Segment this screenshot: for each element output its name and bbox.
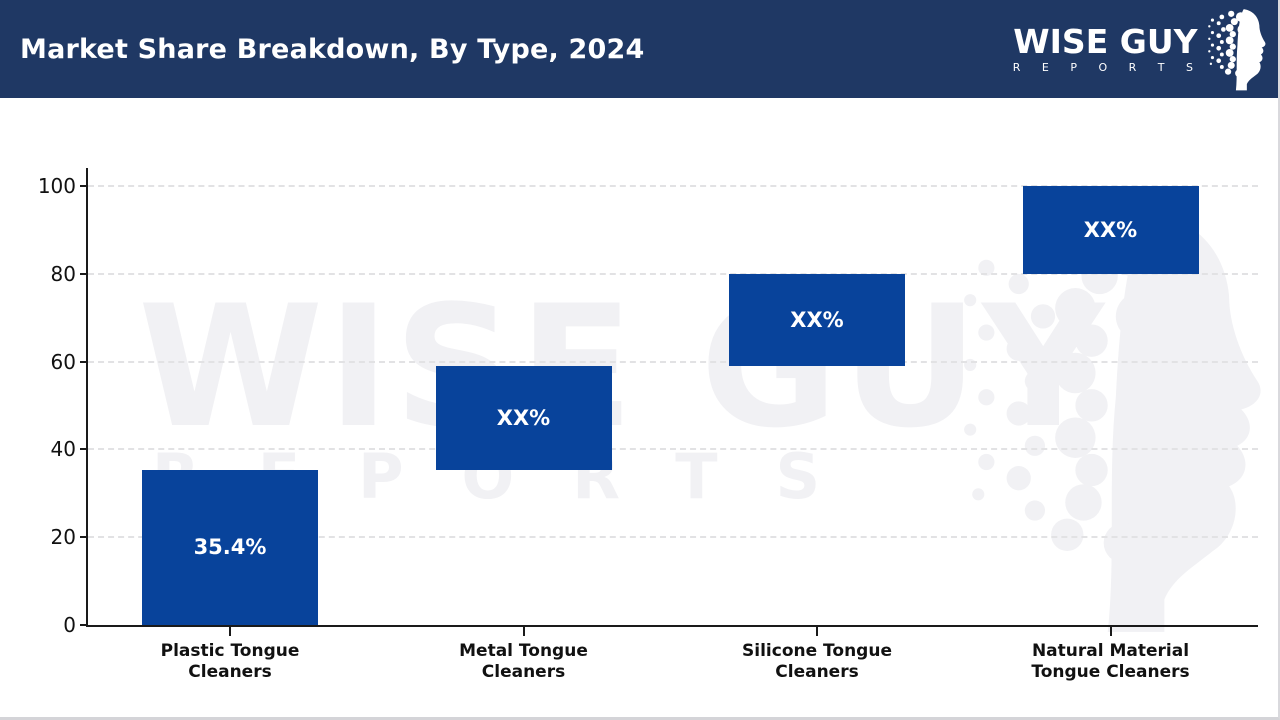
x-axis-line — [86, 625, 1258, 627]
gridline-80 — [88, 272, 1258, 275]
y-tick-label-20: 20 — [50, 525, 76, 550]
bar-value-label-0: 35.4% — [193, 535, 267, 560]
y-tick-mark-40 — [80, 448, 88, 451]
logo-wordmark: WISE GUY — [1013, 21, 1198, 61]
logo-subtitle: R E P O R T S — [1012, 60, 1202, 74]
chart-title: Market Share Breakdown, By Type, 2024 — [20, 33, 645, 65]
bar-value-label-1: XX% — [496, 405, 551, 430]
bar-segment-0: 35.4% — [142, 469, 318, 625]
category-label-2: Silicone Tongue Cleaners — [677, 641, 957, 683]
category-label-1: Metal Tongue Cleaners — [384, 641, 664, 683]
x-tick-mark-2 — [816, 627, 818, 636]
header-bar: Market Share Breakdown, By Type, 2024 WI… — [0, 0, 1278, 98]
category-label-line: Tongue Cleaners — [1031, 662, 1190, 682]
category-label-line: Metal Tongue — [459, 641, 588, 661]
y-tick-mark-100 — [80, 185, 88, 187]
wiseguy-logo: WISE GUY R E P O R T S — [1009, 6, 1278, 92]
y-tick-label-40: 40 — [50, 437, 76, 462]
bar-value-label-2: XX% — [790, 307, 844, 332]
bar-segment-3: XX% — [1022, 186, 1199, 274]
category-label-3: Natural Material Tongue Cleaners — [971, 641, 1251, 683]
bar-value-label-3: XX% — [1083, 217, 1138, 242]
x-tick-mark-3 — [1109, 627, 1112, 636]
category-label-0: Plastic Tongue Cleaners — [90, 641, 370, 683]
watermark-text: WISE GUY — [138, 269, 1109, 465]
gridline-100 — [88, 185, 1258, 187]
y-tick-label-100: 100 — [37, 174, 76, 198]
x-tick-mark-0 — [229, 627, 231, 636]
gridline-20 — [88, 536, 1258, 539]
y-tick-label-60: 60 — [50, 349, 76, 374]
y-tick-mark-80 — [80, 272, 88, 275]
y-tick-label-0: 0 — [63, 613, 76, 637]
category-label-line: Cleaners — [481, 662, 566, 682]
gridline-40 — [88, 448, 1258, 451]
y-tick-mark-20 — [80, 536, 88, 539]
y-tick-label-80: 80 — [50, 261, 76, 286]
bar-segment-2: XX% — [729, 273, 905, 366]
category-label-line: Cleaners — [775, 662, 859, 682]
y-axis-line — [86, 168, 88, 627]
y-tick-mark-60 — [80, 360, 88, 363]
y-tick-mark-0 — [80, 624, 88, 626]
category-label-line: Cleaners — [188, 662, 272, 682]
category-label-line: Silicone Tongue — [742, 641, 892, 661]
category-label-line: Natural Material — [1031, 641, 1190, 661]
category-label-line: Plastic Tongue — [160, 641, 300, 661]
gridline-60 — [88, 360, 1258, 363]
wiseguy-face-icon — [1208, 9, 1266, 91]
bar-segment-1: XX% — [435, 365, 612, 470]
x-tick-mark-1 — [522, 627, 525, 636]
